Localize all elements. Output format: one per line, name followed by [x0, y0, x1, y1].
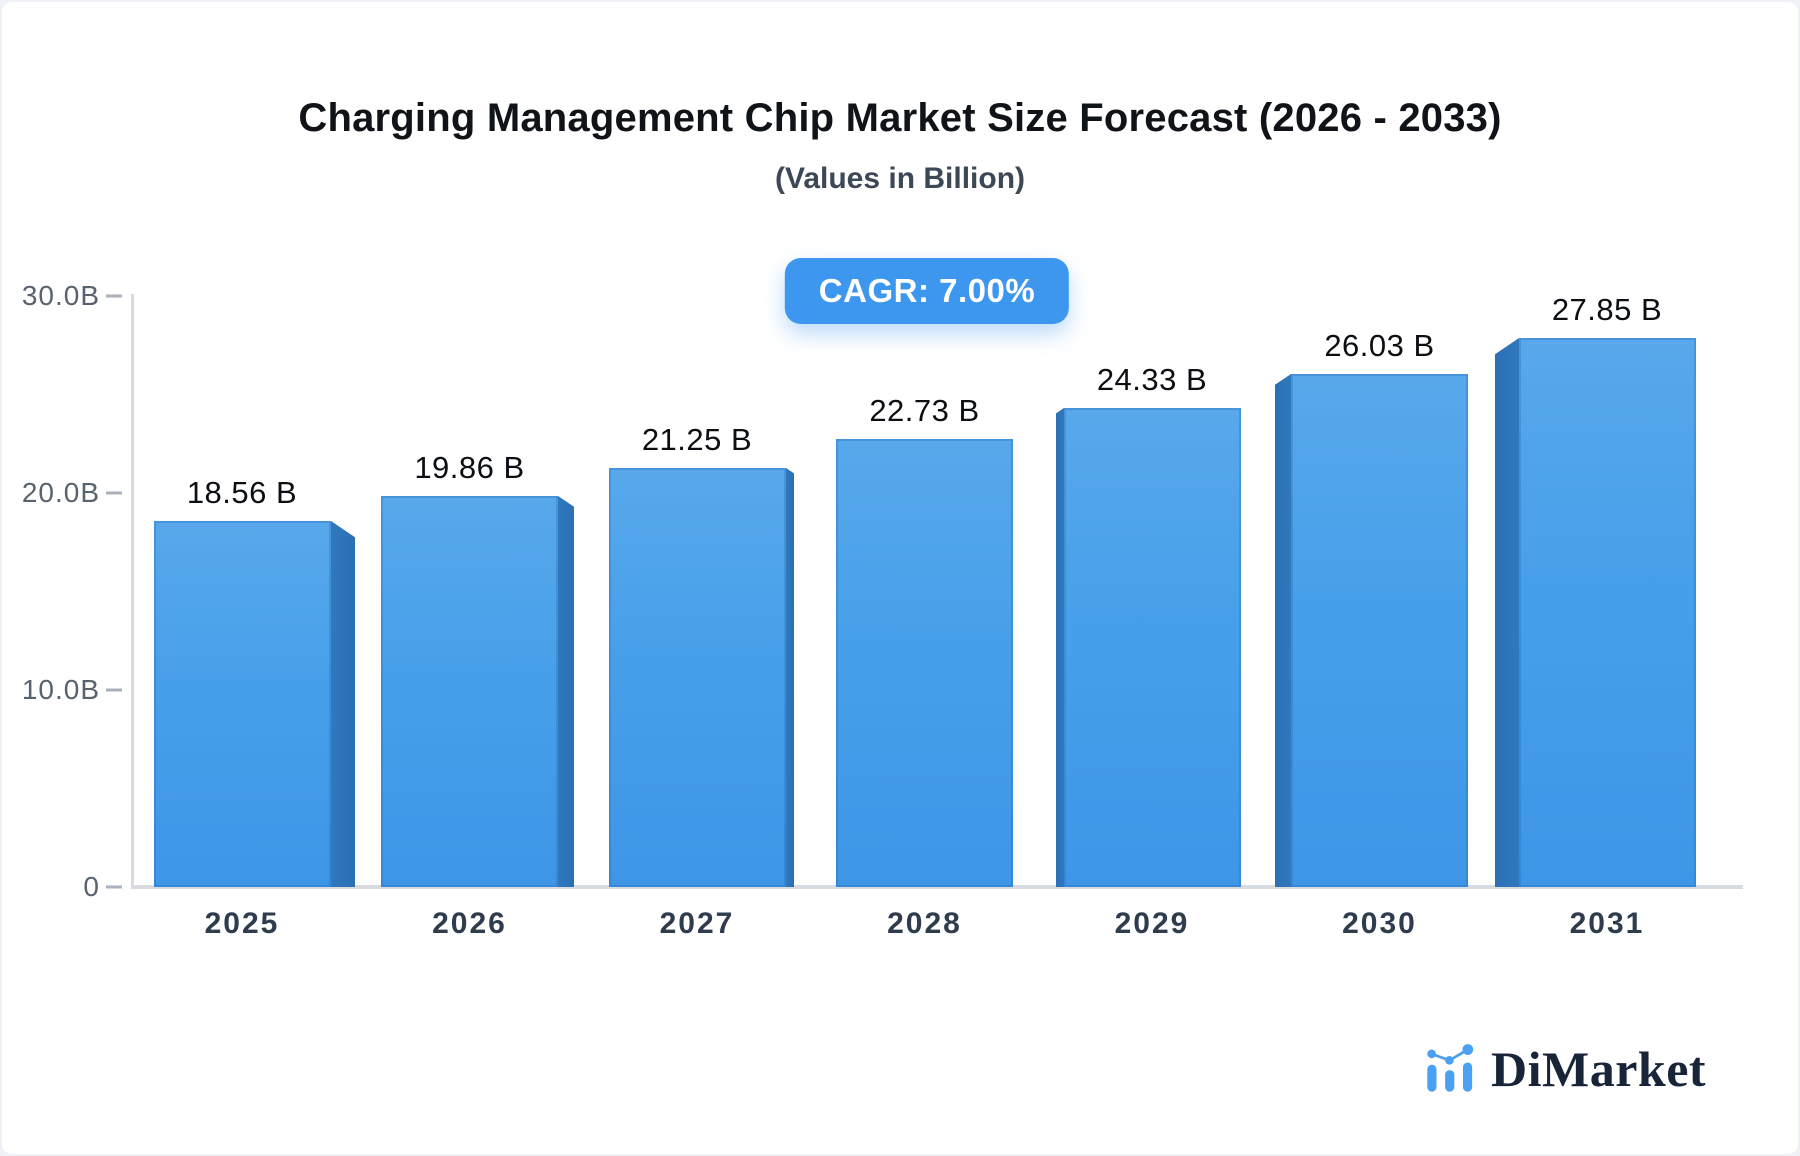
bar-side [558, 496, 574, 887]
y-tick-label-10: 10.0B [21, 674, 100, 705]
x-tick-label-2031: 2031 [1569, 907, 1645, 940]
bar-side [1275, 374, 1291, 887]
bar-side [1055, 408, 1064, 887]
dimarket-logo: DiMarket [1423, 1040, 1706, 1098]
bar-face [381, 496, 558, 887]
bar-value-label-2029: 24.33 B [1096, 362, 1208, 397]
x-tick-label-2026: 2026 [432, 907, 507, 940]
logo-text: DiMarket [1491, 1041, 1707, 1097]
y-tick-label-30: 30.0B [21, 280, 100, 311]
bar-2027 [608, 468, 794, 887]
x-tick-label-2025: 2025 [204, 907, 280, 940]
bar-face [1518, 338, 1696, 887]
chart-subtitle: (Values in Billion) [774, 162, 1026, 195]
y-tick-mark [106, 885, 122, 889]
bar-side [1494, 338, 1519, 887]
bar-side [330, 521, 355, 887]
bar-2025 [153, 521, 355, 887]
x-tick-label-2030: 2030 [1342, 907, 1417, 940]
bar-value-label-2027: 21.25 B [641, 422, 753, 457]
x-tick-label-2027: 2027 [659, 907, 735, 940]
y-tick-mark [106, 294, 122, 298]
bar-value-label-2030: 26.03 B [1324, 328, 1435, 363]
y-tick-mark [106, 688, 122, 692]
bar-value-label-2031: 27.85 B [1551, 292, 1663, 327]
bar-2026 [381, 496, 574, 887]
bar-face [608, 468, 786, 887]
cagr-badge: CAGR: 7.00% [784, 258, 1070, 324]
y-tick-label-20: 20.0B [21, 477, 100, 508]
bar-value-label-2028: 22.73 B [869, 393, 980, 428]
y-axis-line [131, 294, 134, 887]
bar-2028 [836, 439, 1013, 887]
bar-face [1291, 374, 1468, 887]
x-tick-label-2029: 2029 [1114, 907, 1190, 940]
y-tick-mark [106, 491, 122, 495]
bar-face [153, 521, 331, 887]
chart-title: Charging Management Chip Market Size For… [298, 96, 1502, 140]
bar-face [1063, 408, 1241, 887]
bar-2030 [1275, 374, 1468, 887]
bar-line-chart-icon [1427, 1044, 1474, 1092]
bar-2029 [1055, 408, 1241, 887]
x-axis-line [131, 885, 1743, 889]
bar-side [785, 468, 794, 887]
bar-face [836, 439, 1013, 887]
bar-value-label-2025: 18.56 B [186, 475, 298, 510]
bar-value-label-2026: 19.86 B [414, 450, 525, 485]
bar-2031 [1494, 338, 1696, 887]
y-tick-label-0: 0 [83, 871, 100, 902]
x-tick-label-2028: 2028 [887, 907, 962, 940]
